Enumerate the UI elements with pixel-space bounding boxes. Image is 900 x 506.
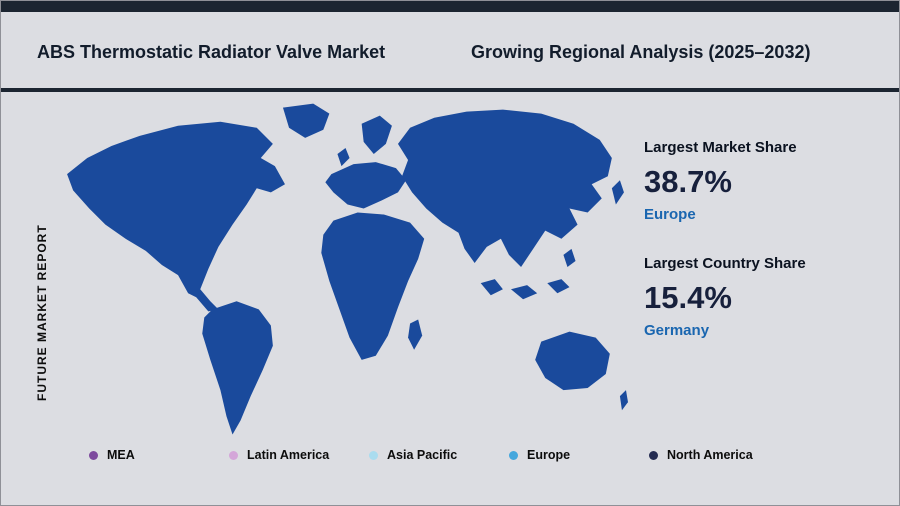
region-scandinavia bbox=[361, 115, 392, 155]
legend-item-latin-america: Latin America bbox=[229, 448, 369, 462]
island-new-guinea bbox=[547, 279, 570, 294]
island-indonesia-1 bbox=[480, 279, 503, 296]
page-subtitle: Growing Regional Analysis (2025–2032) bbox=[471, 42, 811, 62]
island-greenland bbox=[282, 103, 330, 138]
continent-africa bbox=[321, 212, 425, 360]
island-indonesia-2 bbox=[510, 285, 538, 300]
country-share-label: Largest Country Share bbox=[644, 255, 806, 272]
island-philippines bbox=[563, 248, 576, 267]
legend-label-asia-pacific: Asia Pacific bbox=[387, 448, 458, 462]
island-japan bbox=[611, 180, 624, 205]
legend-dot-latin-america bbox=[229, 450, 238, 460]
island-madagascar bbox=[408, 319, 423, 350]
continent-europe bbox=[325, 162, 407, 209]
market-share-label: Largest Market Share bbox=[644, 139, 797, 156]
legend-label-north-america: North America bbox=[667, 448, 753, 462]
continent-north-america bbox=[67, 121, 285, 312]
legend-item-north-america: North America bbox=[649, 448, 789, 462]
country-share-value: 15.4% bbox=[644, 280, 732, 315]
market-share-region: Europe bbox=[644, 206, 696, 223]
largest-market-share-block: Largest Market Share 38.7% Europe bbox=[644, 139, 889, 223]
legend-label-europe: Europe bbox=[527, 448, 571, 462]
island-britain bbox=[337, 147, 350, 167]
legend-dot-north-america bbox=[649, 450, 658, 460]
country-share-region: Germany bbox=[644, 322, 710, 339]
legend-dot-europe bbox=[509, 450, 518, 460]
brand-vertical-label: FUTURE MARKET REPORT bbox=[35, 224, 49, 402]
legend-label-mea: MEA bbox=[107, 448, 135, 462]
island-new-zealand bbox=[619, 390, 628, 411]
world-map bbox=[59, 93, 629, 441]
largest-country-share-block: Largest Country Share 15.4% Germany bbox=[644, 255, 889, 339]
world-map-svg bbox=[67, 103, 628, 435]
legend-item-asia-pacific: Asia Pacific bbox=[369, 448, 509, 462]
legend-dot-mea bbox=[89, 450, 98, 460]
legend: MEA Latin America Asia Pacific Europe No… bbox=[89, 448, 789, 462]
top-accent-bar bbox=[1, 1, 899, 12]
legend-label-latin-america: Latin America bbox=[247, 448, 330, 462]
header: ABS Thermostatic Radiator Valve Market G… bbox=[1, 12, 899, 88]
legend-item-mea: MEA bbox=[89, 448, 229, 462]
legend-item-europe: Europe bbox=[509, 448, 649, 462]
legend-dot-asia-pacific bbox=[369, 450, 378, 460]
continent-asia bbox=[397, 109, 612, 267]
continent-south-america bbox=[202, 301, 273, 435]
continent-australia bbox=[535, 331, 610, 391]
market-share-value: 38.7% bbox=[644, 164, 732, 199]
page-title: ABS Thermostatic Radiator Valve Market bbox=[37, 42, 386, 62]
header-divider bbox=[1, 88, 899, 92]
stats-panel: Largest Market Share 38.7% Europe Larges… bbox=[644, 139, 889, 371]
